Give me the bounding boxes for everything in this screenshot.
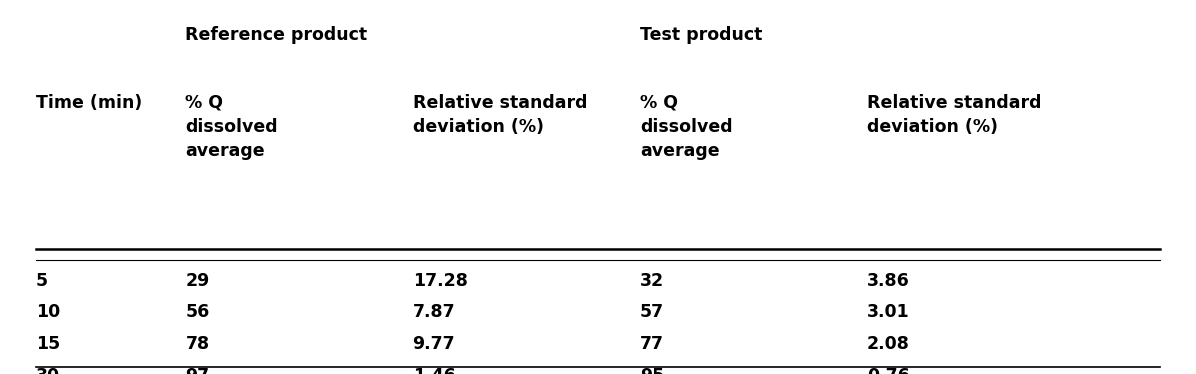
Text: 7.87: 7.87: [413, 303, 456, 321]
Text: Time (min): Time (min): [36, 94, 142, 111]
Text: 3.01: 3.01: [867, 303, 910, 321]
Text: 77: 77: [640, 335, 664, 353]
Text: Relative standard
deviation (%): Relative standard deviation (%): [413, 94, 587, 136]
Text: 5: 5: [36, 272, 48, 289]
Text: 2.08: 2.08: [867, 335, 910, 353]
Text: % Q
dissolved
average: % Q dissolved average: [640, 94, 732, 160]
Text: Reference product: Reference product: [185, 26, 367, 44]
Text: % Q
dissolved
average: % Q dissolved average: [185, 94, 277, 160]
Text: 78: 78: [185, 335, 209, 353]
Text: 1.46: 1.46: [413, 367, 456, 374]
Text: 0.76: 0.76: [867, 367, 910, 374]
Text: 29: 29: [185, 272, 209, 289]
Text: 17.28: 17.28: [413, 272, 468, 289]
Text: 57: 57: [640, 303, 664, 321]
Text: 10: 10: [36, 303, 60, 321]
Text: 56: 56: [185, 303, 209, 321]
Text: 15: 15: [36, 335, 60, 353]
Text: 32: 32: [640, 272, 664, 289]
Text: 3.86: 3.86: [867, 272, 910, 289]
Text: 9.77: 9.77: [413, 335, 456, 353]
Text: 95: 95: [640, 367, 664, 374]
Text: 30: 30: [36, 367, 60, 374]
Text: Test product: Test product: [640, 26, 762, 44]
Text: 97: 97: [185, 367, 209, 374]
Text: Relative standard
deviation (%): Relative standard deviation (%): [867, 94, 1042, 136]
